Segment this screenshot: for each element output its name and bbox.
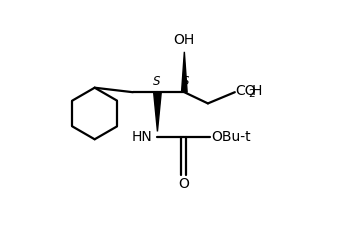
Text: OBu-t: OBu-t xyxy=(211,130,250,144)
Text: OH: OH xyxy=(174,33,195,47)
Text: H: H xyxy=(252,84,262,98)
Text: O: O xyxy=(178,177,189,191)
Text: CO: CO xyxy=(235,84,256,98)
Text: S: S xyxy=(182,75,189,88)
Text: S: S xyxy=(152,75,160,88)
Text: HN: HN xyxy=(132,130,152,144)
Text: 2: 2 xyxy=(248,89,255,99)
Polygon shape xyxy=(154,92,161,131)
Polygon shape xyxy=(181,52,187,92)
